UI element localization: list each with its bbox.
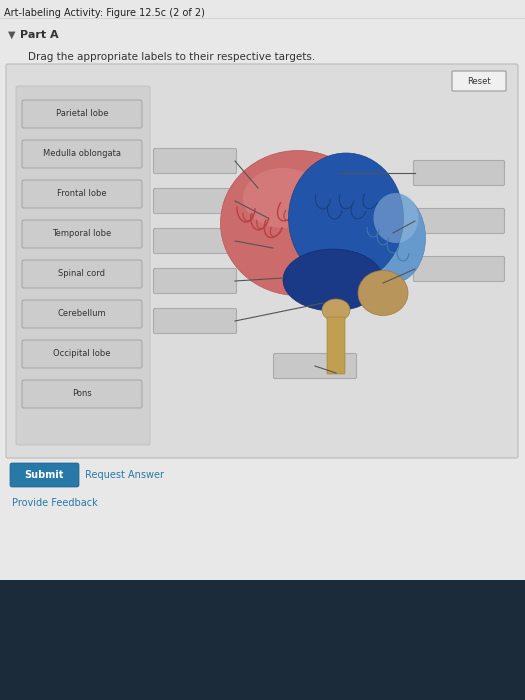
Bar	[0, 580, 525, 700]
FancyBboxPatch shape	[274, 354, 356, 379]
Text: Submit: Submit	[24, 470, 64, 480]
FancyBboxPatch shape	[22, 180, 142, 208]
FancyBboxPatch shape	[414, 256, 505, 281]
FancyBboxPatch shape	[153, 188, 236, 214]
Text: Drag the appropriate labels to their respective targets.: Drag the appropriate labels to their res…	[28, 52, 315, 62]
Ellipse shape	[289, 153, 404, 283]
FancyBboxPatch shape	[22, 220, 142, 248]
Text: Provide Feedback: Provide Feedback	[12, 498, 98, 508]
Ellipse shape	[322, 299, 350, 321]
Ellipse shape	[220, 150, 375, 295]
FancyBboxPatch shape	[414, 160, 505, 186]
Text: Spinal cord: Spinal cord	[58, 270, 106, 279]
Ellipse shape	[283, 249, 383, 311]
Ellipse shape	[361, 193, 425, 283]
Text: Pons: Pons	[72, 389, 92, 398]
FancyBboxPatch shape	[22, 380, 142, 408]
Text: Medulla oblongata: Medulla oblongata	[43, 150, 121, 158]
FancyBboxPatch shape	[327, 317, 345, 374]
Text: ▼: ▼	[8, 30, 16, 40]
Ellipse shape	[243, 168, 323, 228]
FancyBboxPatch shape	[452, 71, 506, 91]
FancyBboxPatch shape	[153, 269, 236, 293]
Text: Part A: Part A	[20, 30, 59, 40]
FancyBboxPatch shape	[22, 300, 142, 328]
FancyBboxPatch shape	[22, 340, 142, 368]
FancyBboxPatch shape	[153, 148, 236, 174]
Text: Temporal lobe: Temporal lobe	[52, 230, 112, 239]
FancyBboxPatch shape	[153, 228, 236, 253]
Text: Occipital lobe: Occipital lobe	[53, 349, 111, 358]
FancyBboxPatch shape	[414, 209, 505, 234]
FancyBboxPatch shape	[153, 309, 236, 333]
FancyBboxPatch shape	[22, 140, 142, 168]
FancyBboxPatch shape	[6, 64, 518, 458]
Text: Frontal lobe: Frontal lobe	[57, 190, 107, 199]
Ellipse shape	[358, 270, 408, 316]
Text: Cerebellum: Cerebellum	[58, 309, 106, 318]
FancyBboxPatch shape	[16, 86, 150, 445]
FancyBboxPatch shape	[10, 463, 79, 487]
Text: Parietal lobe: Parietal lobe	[56, 109, 108, 118]
FancyBboxPatch shape	[22, 100, 142, 128]
Ellipse shape	[373, 193, 418, 243]
Text: Reset: Reset	[467, 76, 491, 85]
Text: Request Answer: Request Answer	[85, 470, 164, 480]
FancyBboxPatch shape	[22, 260, 142, 288]
Text: Art-labeling Activity: Figure 12.5c (2 of 2): Art-labeling Activity: Figure 12.5c (2 o…	[4, 8, 205, 18]
